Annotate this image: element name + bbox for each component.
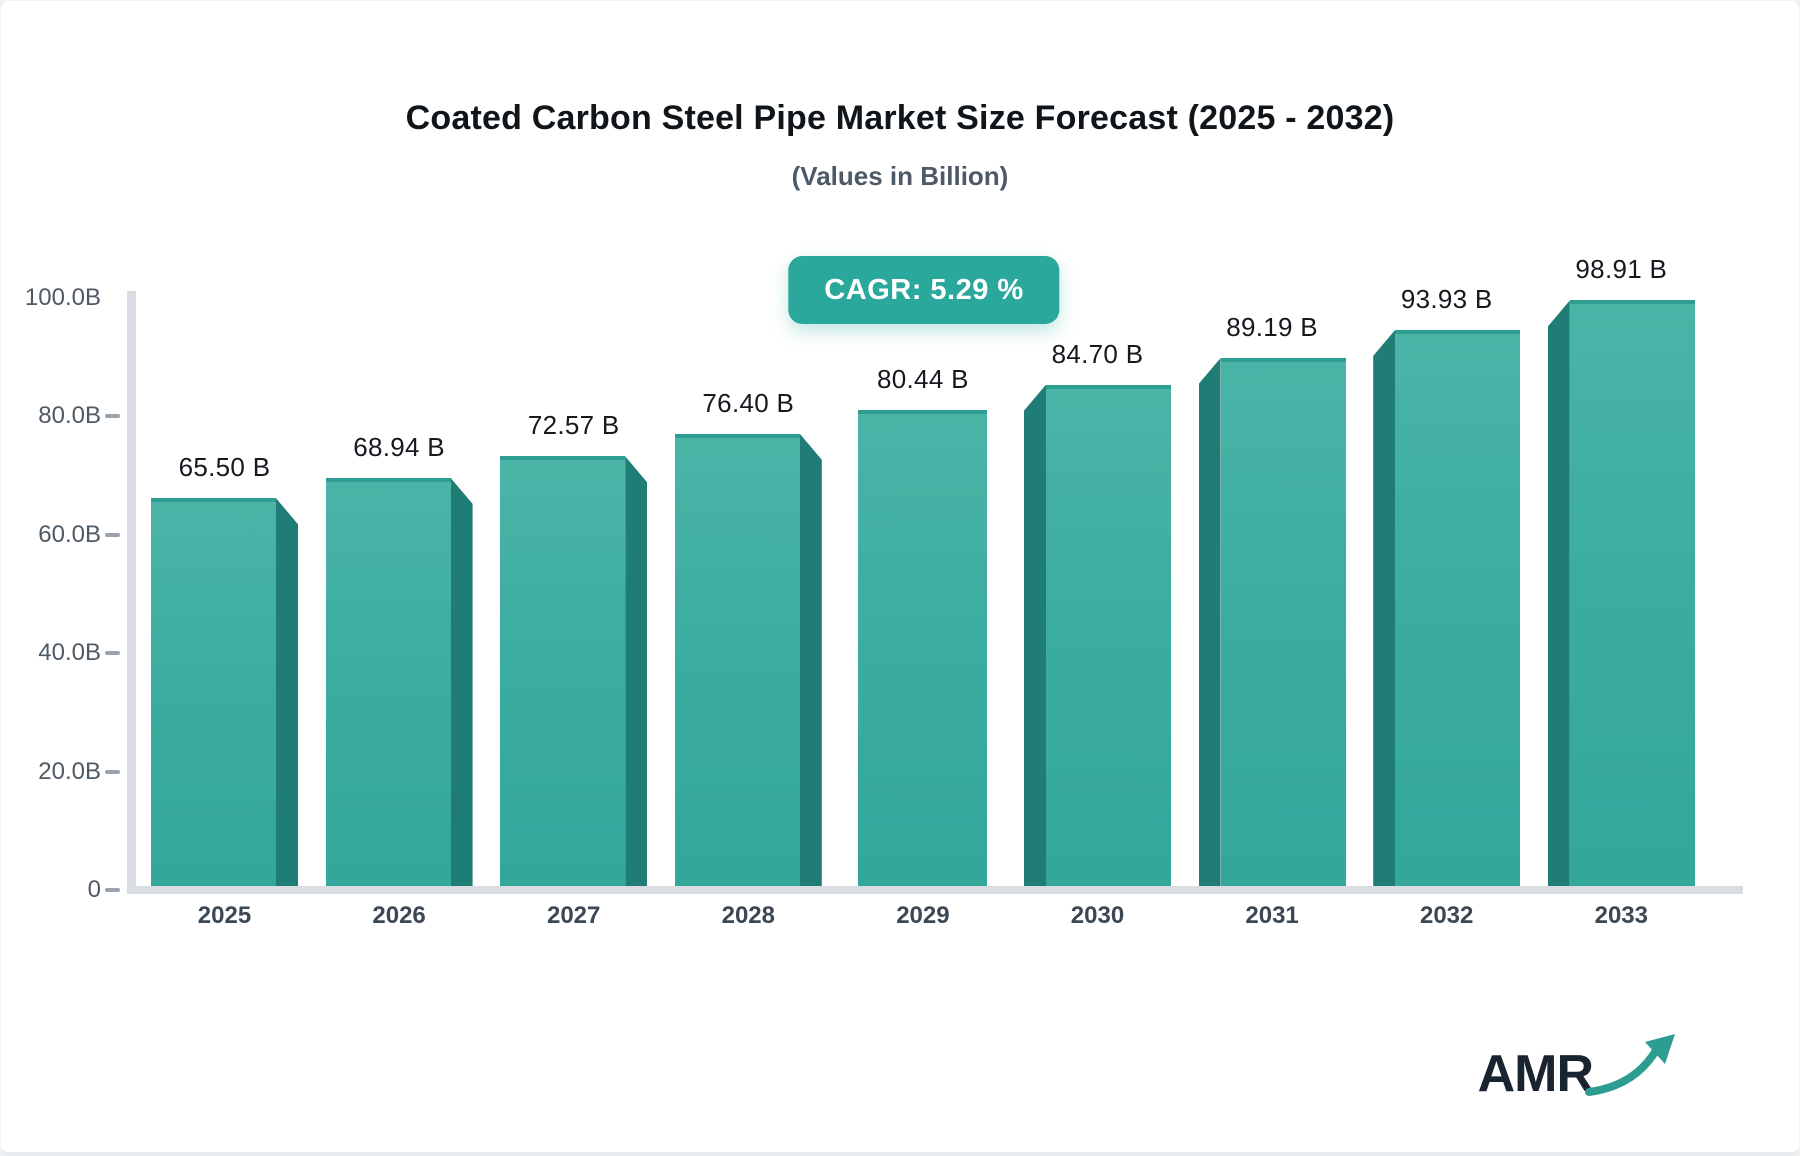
y-tick-label-0: 0: [87, 876, 101, 903]
bar-value-label-2025: 65.50 B: [178, 452, 271, 483]
bar-2026[interactable]: [325, 477, 451, 886]
x-tick-label-2029: 2029: [896, 902, 950, 929]
y-tick-label-20.0B: 20.0B: [38, 757, 101, 785]
bar-2031[interactable]: [1220, 357, 1346, 886]
x-tick-label-2025: 2025: [197, 902, 252, 929]
x-tick-label-2027: 2027: [546, 902, 601, 929]
y-tick-dash-60.0B: [105, 532, 120, 537]
bar-value-label-2030: 84.70 B: [1051, 338, 1144, 369]
bar-side-2027: [625, 456, 648, 886]
y-tick-label-40.0B: 40.0B: [38, 639, 101, 667]
bar-side-2026: [450, 477, 473, 886]
bar-side-2025: [276, 498, 298, 886]
y-tick-dash-40.0B: [105, 651, 120, 656]
bar-value-label-2031: 89.19 B: [1226, 311, 1318, 342]
logo-arrow-icon: [1585, 1034, 1675, 1096]
bar-side-2032: [1373, 329, 1396, 886]
bar-value-label-2028: 76.40 B: [702, 387, 795, 418]
x-tick-label-2033: 2033: [1594, 902, 1648, 929]
bar-2028[interactable]: [674, 433, 800, 886]
y-tick-label-60.0B: 60.0B: [38, 520, 101, 548]
x-tick-label-2028: 2028: [721, 902, 775, 929]
x-tick-label-2030: 2030: [1070, 902, 1125, 929]
bar-2032[interactable]: [1395, 329, 1521, 886]
bar-2027[interactable]: [500, 456, 626, 886]
bar-side-2028: [799, 433, 822, 886]
bar-value-label-2026: 68.94 B: [353, 431, 445, 462]
bar-2030[interactable]: [1046, 384, 1171, 886]
bar-2025[interactable]: [151, 498, 276, 886]
bar-value-label-2027: 72.57 B: [527, 410, 620, 441]
cagr-badge: CAGR: 5.29 %: [788, 256, 1060, 324]
bar-side-2030: [1024, 384, 1046, 886]
chart-subtitle: (Values in Billion): [791, 161, 1009, 191]
bar-2029[interactable]: [858, 409, 988, 886]
y-tick-label-100.0B: 100.0B: [24, 284, 101, 311]
y-tick-dash-20.0B: [105, 769, 120, 774]
logo-text: AMR: [1477, 1045, 1594, 1103]
bar-2033[interactable]: [1569, 300, 1695, 886]
x-tick-label-2031: 2031: [1245, 902, 1299, 929]
y-tick-label-80.0B: 80.0B: [38, 402, 101, 430]
brand-logo: AMR: [1478, 1030, 1681, 1100]
bar-side-2031: [1198, 357, 1221, 886]
y-tick-dash-0: [105, 888, 120, 892]
x-tick-label-2026: 2026: [372, 902, 426, 929]
bar-side-2033: [1547, 300, 1570, 886]
bar-value-label-2033: 98.91 B: [1575, 254, 1668, 285]
x-axis-line: [127, 886, 1743, 894]
chart-title: Coated Carbon Steel Pipe Market Size For…: [405, 99, 1395, 137]
y-axis-line: [127, 291, 136, 894]
bar-value-label-2032: 93.93 B: [1400, 283, 1493, 314]
bar-value-label-2029: 80.44 B: [877, 363, 969, 394]
y-tick-dash-80.0B: [105, 414, 120, 419]
x-tick-label-2032: 2032: [1419, 902, 1474, 929]
